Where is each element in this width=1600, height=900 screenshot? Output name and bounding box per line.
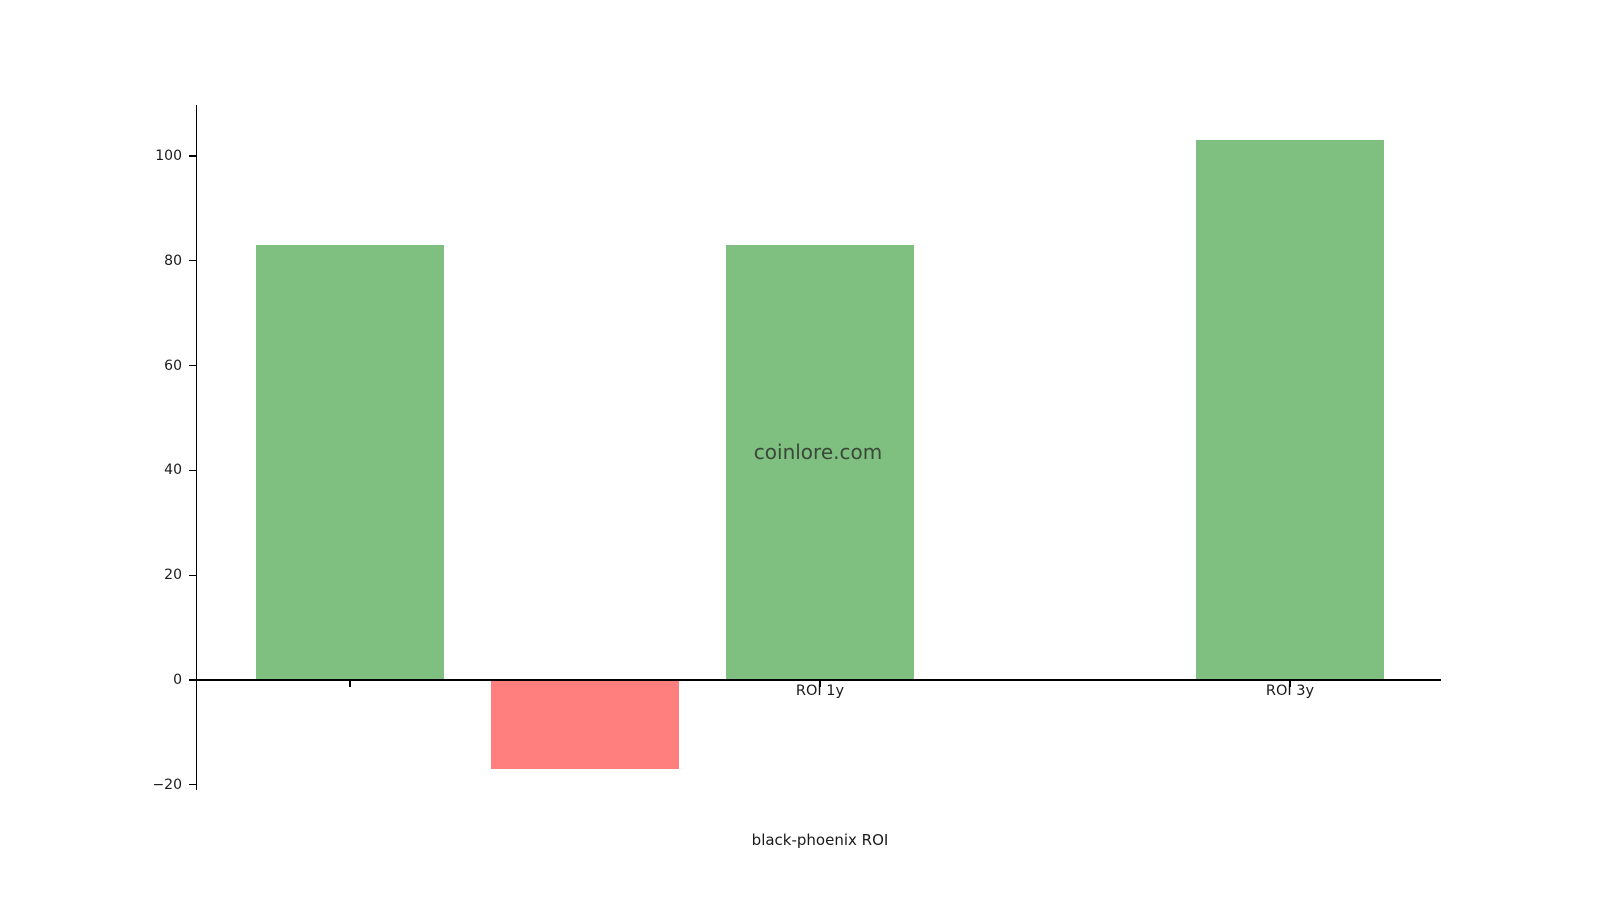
x-tick-label: ROI 1y xyxy=(795,682,845,699)
y-tick-label: 100 xyxy=(155,148,182,164)
y-tick-label: 20 xyxy=(164,567,182,584)
x-tick-mark xyxy=(819,680,821,687)
y-axis-line xyxy=(196,105,198,790)
y-tick-mark xyxy=(189,469,196,472)
x-tick-label: ROI 3y xyxy=(1265,682,1315,699)
y-tick-label: 80 xyxy=(164,252,182,269)
bar-positive xyxy=(1196,140,1384,680)
y-tick-mark xyxy=(189,574,196,576)
x-tick-mark xyxy=(1289,680,1291,687)
y-tick-mark xyxy=(189,155,196,157)
y-tick-mark xyxy=(189,364,196,367)
y-tick-label: 0 xyxy=(173,672,182,688)
x-tick-mark xyxy=(349,680,351,687)
y-tick-label: 60 xyxy=(164,357,182,374)
bar-negative xyxy=(491,680,679,770)
chart-title: black-phoenix ROI xyxy=(751,831,889,849)
y-tick-label: −20 xyxy=(152,776,182,793)
bar-positive xyxy=(256,245,444,680)
bar-positive xyxy=(726,245,914,680)
x-axis-line xyxy=(196,679,1441,681)
y-tick-mark xyxy=(189,784,196,786)
y-tick-label: 40 xyxy=(164,462,182,479)
y-tick-mark xyxy=(189,679,196,681)
watermark-text: coinlore.com xyxy=(753,440,883,464)
y-tick-mark xyxy=(189,260,196,262)
